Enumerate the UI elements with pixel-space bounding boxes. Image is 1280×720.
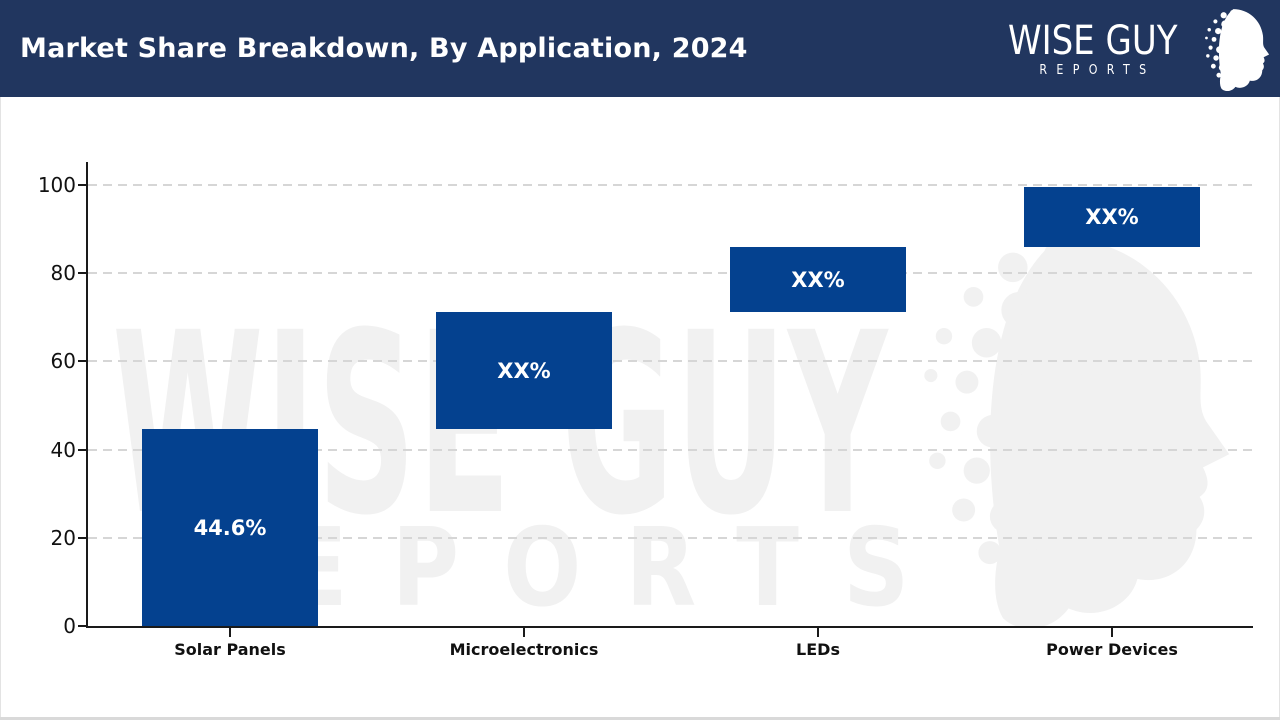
- bar-value-label: XX%: [791, 267, 845, 292]
- bottom-border: [0, 717, 1280, 720]
- bar: XX%: [1024, 187, 1200, 247]
- y-tick-label: 80: [50, 261, 76, 286]
- x-tick-mark: [817, 628, 819, 637]
- x-category-label: Power Devices: [1046, 640, 1178, 659]
- y-tick-label: 60: [50, 349, 76, 374]
- chart-title: Market Share Breakdown, By Application, …: [20, 33, 748, 64]
- brand-subtitle: REPORTS: [1038, 62, 1156, 78]
- y-tick-label: 20: [50, 525, 76, 550]
- brand-name: WISE GUY: [1007, 17, 1178, 64]
- y-tick-mark: [78, 272, 88, 275]
- x-tick-mark: [523, 628, 525, 637]
- bar: 44.6%: [142, 429, 318, 626]
- header: Market Share Breakdown, By Application, …: [0, 0, 1280, 97]
- bar-value-label: XX%: [497, 358, 551, 383]
- gridline: [88, 448, 1253, 451]
- gridline: [88, 536, 1253, 539]
- x-tick-mark: [229, 628, 231, 637]
- y-axis-spine: [86, 162, 88, 628]
- bar: XX%: [436, 312, 612, 430]
- x-tick-mark: [1111, 628, 1113, 637]
- gridline: [88, 360, 1253, 363]
- watermark-head-icon: [862, 228, 1262, 628]
- y-tick-label: 0: [63, 614, 76, 638]
- bar-value-label: 44.6%: [193, 515, 267, 540]
- x-category-label: Microelectronics: [449, 640, 599, 659]
- brand-logo-text: WISE GUY REPORTS: [1008, 21, 1178, 77]
- y-tick-mark: [78, 536, 88, 539]
- x-category-label: Solar Panels: [174, 640, 286, 659]
- gridline: [88, 272, 1253, 275]
- bar: XX%: [730, 246, 906, 313]
- y-tick-label: 40: [50, 437, 76, 462]
- y-tick-mark: [78, 448, 88, 451]
- y-tick-label: 100: [37, 173, 76, 197]
- brand-logo: WISE GUY REPORTS: [993, 7, 1280, 91]
- x-category-label: LEDs: [796, 640, 840, 659]
- y-tick-mark: [78, 625, 88, 627]
- bar-value-label: XX%: [1085, 204, 1139, 229]
- brand-head-icon: [1196, 7, 1272, 91]
- y-tick-mark: [78, 360, 88, 363]
- gridline: [88, 184, 1253, 186]
- x-axis-spine: [86, 626, 1253, 628]
- y-tick-mark: [78, 184, 88, 186]
